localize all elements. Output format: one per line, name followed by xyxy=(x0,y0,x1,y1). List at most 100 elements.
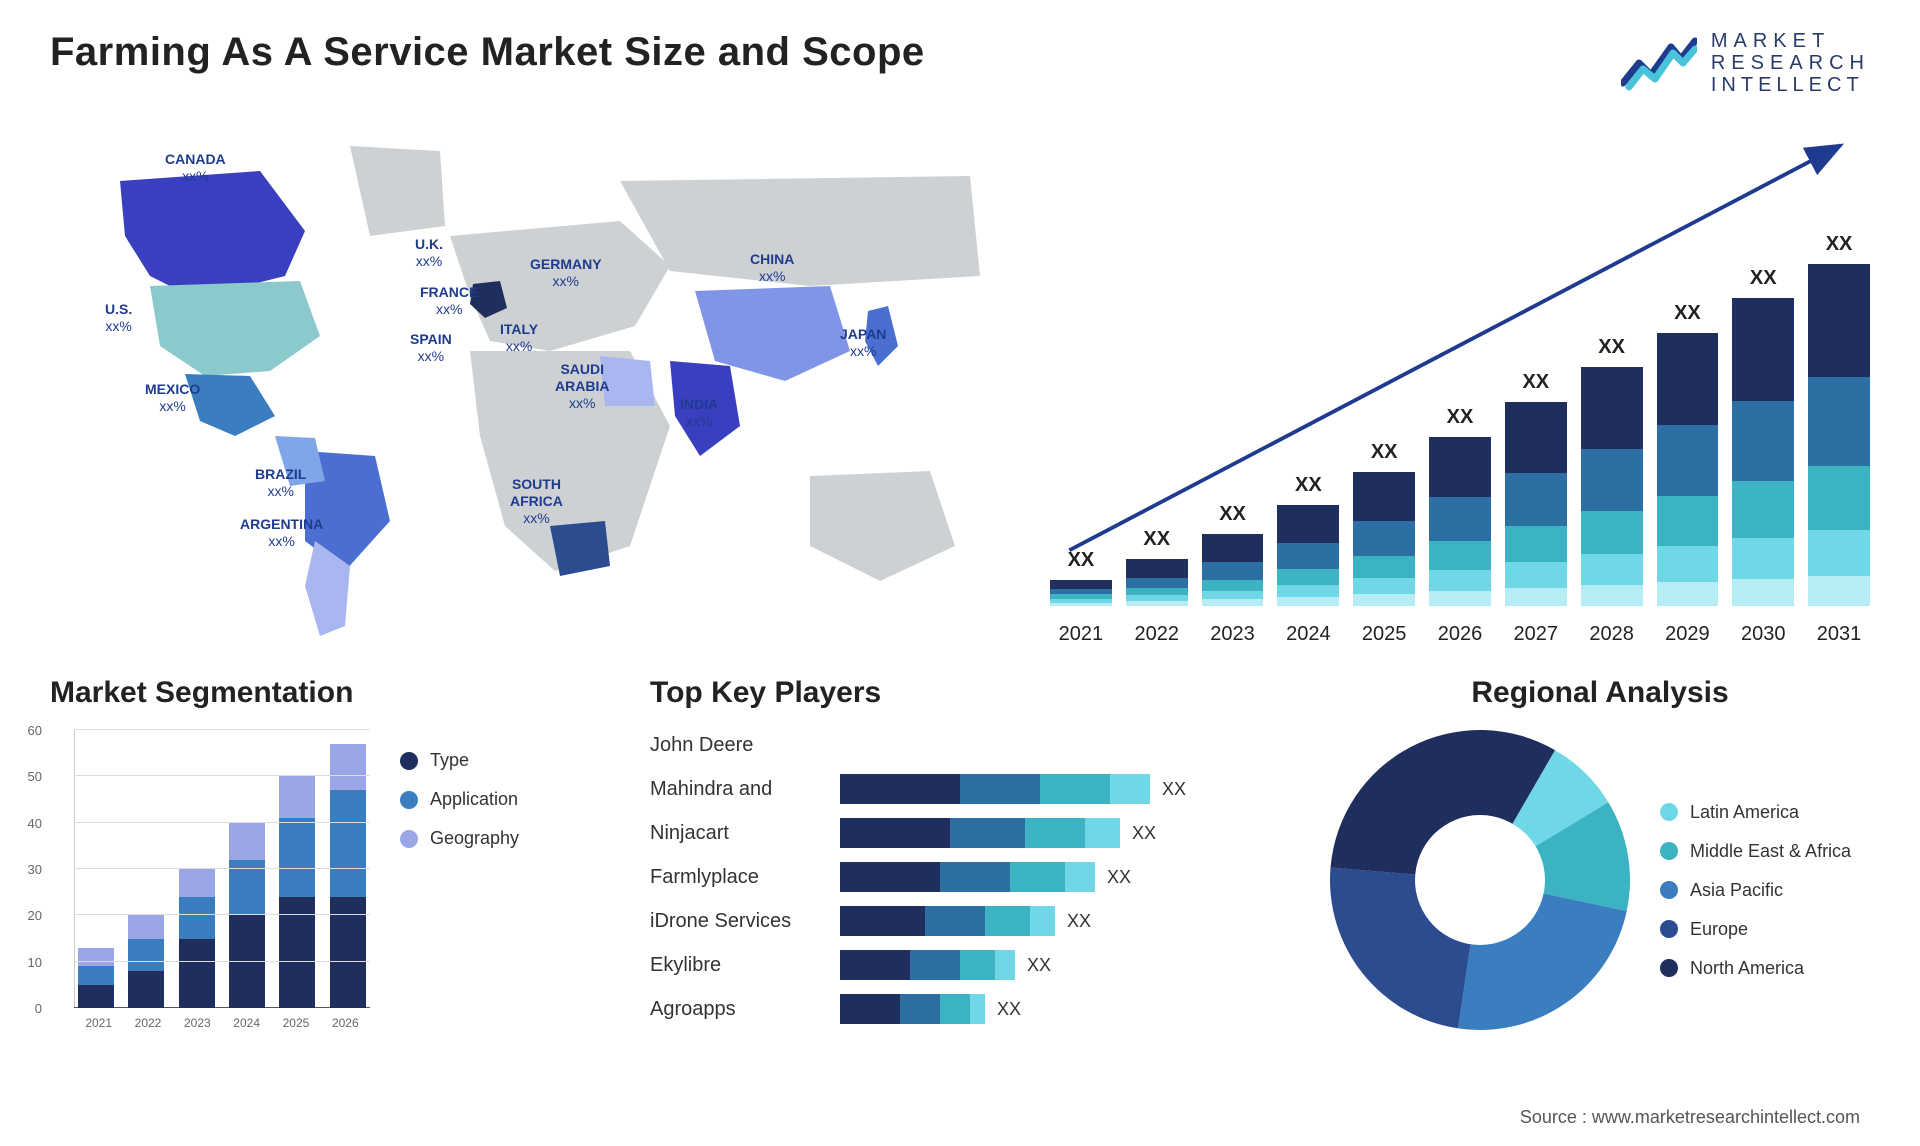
seg-seg xyxy=(128,939,164,971)
legend-swatch xyxy=(1660,842,1678,860)
growth-col-2022: XX xyxy=(1126,528,1188,606)
seg-xlabel: 2022 xyxy=(135,1016,162,1030)
kp-row: XX xyxy=(840,994,1290,1024)
growth-value-label: XX xyxy=(1522,371,1549,394)
growth-value-label: XX xyxy=(1826,233,1853,256)
legend-swatch xyxy=(1660,959,1678,977)
growth-seg xyxy=(1505,562,1567,588)
seg-ylabel: 50 xyxy=(28,769,42,784)
seg-seg xyxy=(330,744,366,790)
kp-value: XX xyxy=(1132,823,1156,844)
growth-seg xyxy=(1657,546,1719,582)
kp-seg xyxy=(1065,862,1095,892)
kp-seg xyxy=(925,906,985,936)
growth-seg xyxy=(1202,591,1264,599)
seg-seg xyxy=(128,915,164,938)
logo-icon xyxy=(1621,35,1697,91)
seg-bar xyxy=(279,776,315,1008)
seg-gridline xyxy=(74,775,370,776)
kp-bar xyxy=(840,994,985,1024)
growth-seg xyxy=(1581,511,1643,554)
growth-value-label: XX xyxy=(1371,441,1398,464)
growth-seg xyxy=(1732,401,1794,481)
map-region-greenland xyxy=(350,146,445,236)
map-label-saudi-arabia: SAUDIARABIAxx% xyxy=(555,361,609,411)
kp-row xyxy=(840,730,1290,760)
seg-gridline xyxy=(74,961,370,962)
key-players-panel: Top Key Players John DeereMahindra andNi… xyxy=(650,676,1290,1030)
seg-gridline xyxy=(74,822,370,823)
growth-seg xyxy=(1429,497,1491,541)
seg-bar xyxy=(128,915,164,1008)
legend-swatch xyxy=(1660,881,1678,899)
map-label-brazil: BRAZILxx% xyxy=(255,466,306,500)
growth-seg xyxy=(1732,298,1794,401)
kp-seg xyxy=(1030,906,1055,936)
growth-seg xyxy=(1808,576,1870,606)
seg-xlabel: 2023 xyxy=(184,1016,211,1030)
growth-seg xyxy=(1126,601,1188,606)
kp-seg xyxy=(840,818,950,848)
growth-seg xyxy=(1429,541,1491,570)
growth-value-label: XX xyxy=(1674,302,1701,325)
map-label-china: CHINAxx% xyxy=(750,251,794,285)
kp-name: iDrone Services xyxy=(650,906,820,936)
growth-seg xyxy=(1277,505,1339,543)
seg-xlabel: 2024 xyxy=(233,1016,260,1030)
kp-row: XX xyxy=(840,906,1290,936)
seg-xlabel: 2021 xyxy=(85,1016,112,1030)
growth-seg xyxy=(1429,437,1491,497)
growth-seg xyxy=(1657,425,1719,496)
growth-xlabel: 2029 xyxy=(1657,623,1719,646)
world-map: CANADAxx%U.S.xx%MEXICOxx%BRAZILxx%ARGENT… xyxy=(50,126,1010,646)
map-label-france: FRANCExx% xyxy=(420,284,478,318)
seg-bar xyxy=(330,744,366,1008)
legend-label: Asia Pacific xyxy=(1690,880,1783,901)
growth-col-2024: XX xyxy=(1277,474,1339,606)
growth-seg xyxy=(1126,559,1188,578)
growth-col-2023: XX xyxy=(1202,503,1264,606)
donut-hole xyxy=(1415,815,1545,945)
legend-swatch xyxy=(1660,803,1678,821)
seg-seg xyxy=(78,966,114,985)
growth-xlabel: 2022 xyxy=(1126,623,1188,646)
legend-label: North America xyxy=(1690,958,1804,979)
source-line: Source : www.marketresearchintellect.com xyxy=(1520,1107,1860,1128)
growth-xlabel: 2021 xyxy=(1050,623,1112,646)
map-label-argentina: ARGENTINAxx% xyxy=(240,516,323,550)
legend-label: Middle East & Africa xyxy=(1690,841,1851,862)
growth-seg xyxy=(1732,579,1794,606)
growth-stack xyxy=(1277,505,1339,606)
growth-stack xyxy=(1202,534,1264,606)
kp-value: XX xyxy=(1107,867,1131,888)
growth-seg xyxy=(1277,597,1339,606)
kp-row: XX xyxy=(840,950,1290,980)
kp-seg xyxy=(840,994,900,1024)
growth-seg xyxy=(1126,578,1188,588)
legend-label: Latin America xyxy=(1690,802,1799,823)
growth-value-label: XX xyxy=(1598,336,1625,359)
map-region-australia xyxy=(810,471,955,581)
growth-seg xyxy=(1581,554,1643,585)
seg-bar xyxy=(229,823,265,1008)
kp-seg xyxy=(1025,818,1085,848)
seg-seg xyxy=(229,823,265,860)
seg-seg xyxy=(179,939,215,1009)
legend-swatch xyxy=(400,830,418,848)
growth-seg xyxy=(1505,402,1567,473)
growth-value-label: XX xyxy=(1068,549,1095,572)
seg-ylabel: 30 xyxy=(28,862,42,877)
legend-item: Asia Pacific xyxy=(1660,880,1851,901)
growth-col-2030: XX xyxy=(1732,267,1794,606)
growth-xlabel: 2023 xyxy=(1202,623,1264,646)
growth-seg xyxy=(1581,585,1643,606)
segmentation-legend: TypeApplicationGeography xyxy=(400,750,519,849)
growth-seg xyxy=(1277,585,1339,597)
map-region-usa xyxy=(150,281,320,376)
logo-text: MARKET RESEARCH INTELLECT xyxy=(1711,30,1870,96)
seg-gridline xyxy=(74,868,370,869)
legend-item: Geography xyxy=(400,828,519,849)
map-label-u-s-: U.S.xx% xyxy=(105,301,132,335)
kp-row: XX xyxy=(840,862,1290,892)
legend-item: Europe xyxy=(1660,919,1851,940)
